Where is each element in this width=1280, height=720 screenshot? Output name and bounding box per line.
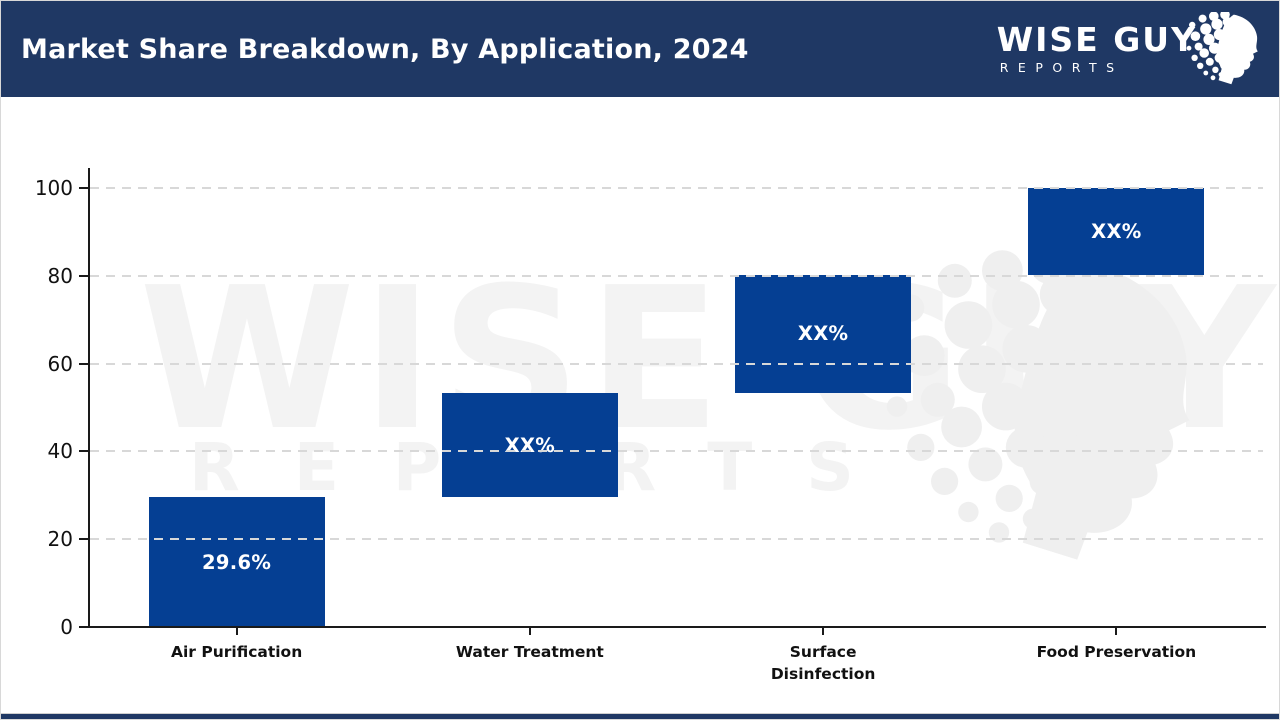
logo-subtext: REPORTS (999, 60, 1124, 75)
x-category-label-line: Disinfection (770, 665, 876, 683)
page-title: Market Share Breakdown, By Application, … (21, 33, 749, 65)
bar-4: XX% (1028, 188, 1205, 275)
x-category-label-line: Air Purification (171, 643, 303, 661)
y-tick-mark (79, 626, 89, 628)
x-category-label: Air Purification (127, 641, 347, 663)
y-tick-mark (79, 187, 89, 189)
x-tick-mark (822, 628, 825, 635)
x-tick-mark (528, 628, 531, 635)
footer-bar (1, 713, 1279, 719)
y-tick-label: 0 (60, 615, 73, 639)
y-tick-label: 20 (47, 527, 73, 552)
y-tick-mark (79, 450, 89, 453)
x-tick-mark (235, 628, 238, 635)
logo-text: WISE GUY REPORTS (996, 20, 1197, 76)
x-category-label-line: Food Preservation (1036, 643, 1197, 661)
y-tick-mark (79, 274, 89, 277)
x-category-label: Surface Disinfection (713, 641, 933, 685)
gridline-80 (90, 274, 1263, 277)
y-tick-label: 40 (47, 439, 73, 464)
wiseguy-head-icon (1183, 12, 1258, 85)
bar-1: 29.6% (148, 497, 325, 627)
x-axis-line (88, 626, 1266, 628)
header: Market Share Breakdown, By Application, … (1, 1, 1279, 97)
bar-value-label: XX% (797, 322, 849, 346)
bar-value-label: 29.6% (202, 550, 272, 574)
y-tick-label: 60 (47, 351, 73, 376)
bar-3: XX% (735, 274, 912, 393)
wiseguy-logo: WISE GUY REPORTS (997, 12, 1261, 86)
y-tick-mark (79, 362, 89, 365)
x-category-label-line: Surface (789, 643, 857, 661)
x-category-label: Water Treatment (420, 641, 640, 663)
x-category-label: Food Preservation (1006, 641, 1226, 663)
gridline-40 (90, 450, 1263, 453)
bar-value-label: XX% (1091, 219, 1142, 243)
logo-wordmark: WISE GUY (996, 20, 1197, 59)
gridline-60 (90, 362, 1263, 365)
bar-value-label: XX% (504, 433, 556, 457)
y-tick-label: 100 (34, 176, 73, 200)
y-tick-mark (79, 538, 89, 541)
gridline-20 (90, 538, 1263, 541)
y-axis-line (88, 168, 90, 628)
gridline-100 (90, 187, 1263, 189)
bar-2: XX% (441, 393, 618, 498)
y-tick-label: 80 (47, 263, 73, 288)
x-category-label-line: Water Treatment (455, 643, 604, 661)
x-tick-mark (1115, 628, 1118, 635)
